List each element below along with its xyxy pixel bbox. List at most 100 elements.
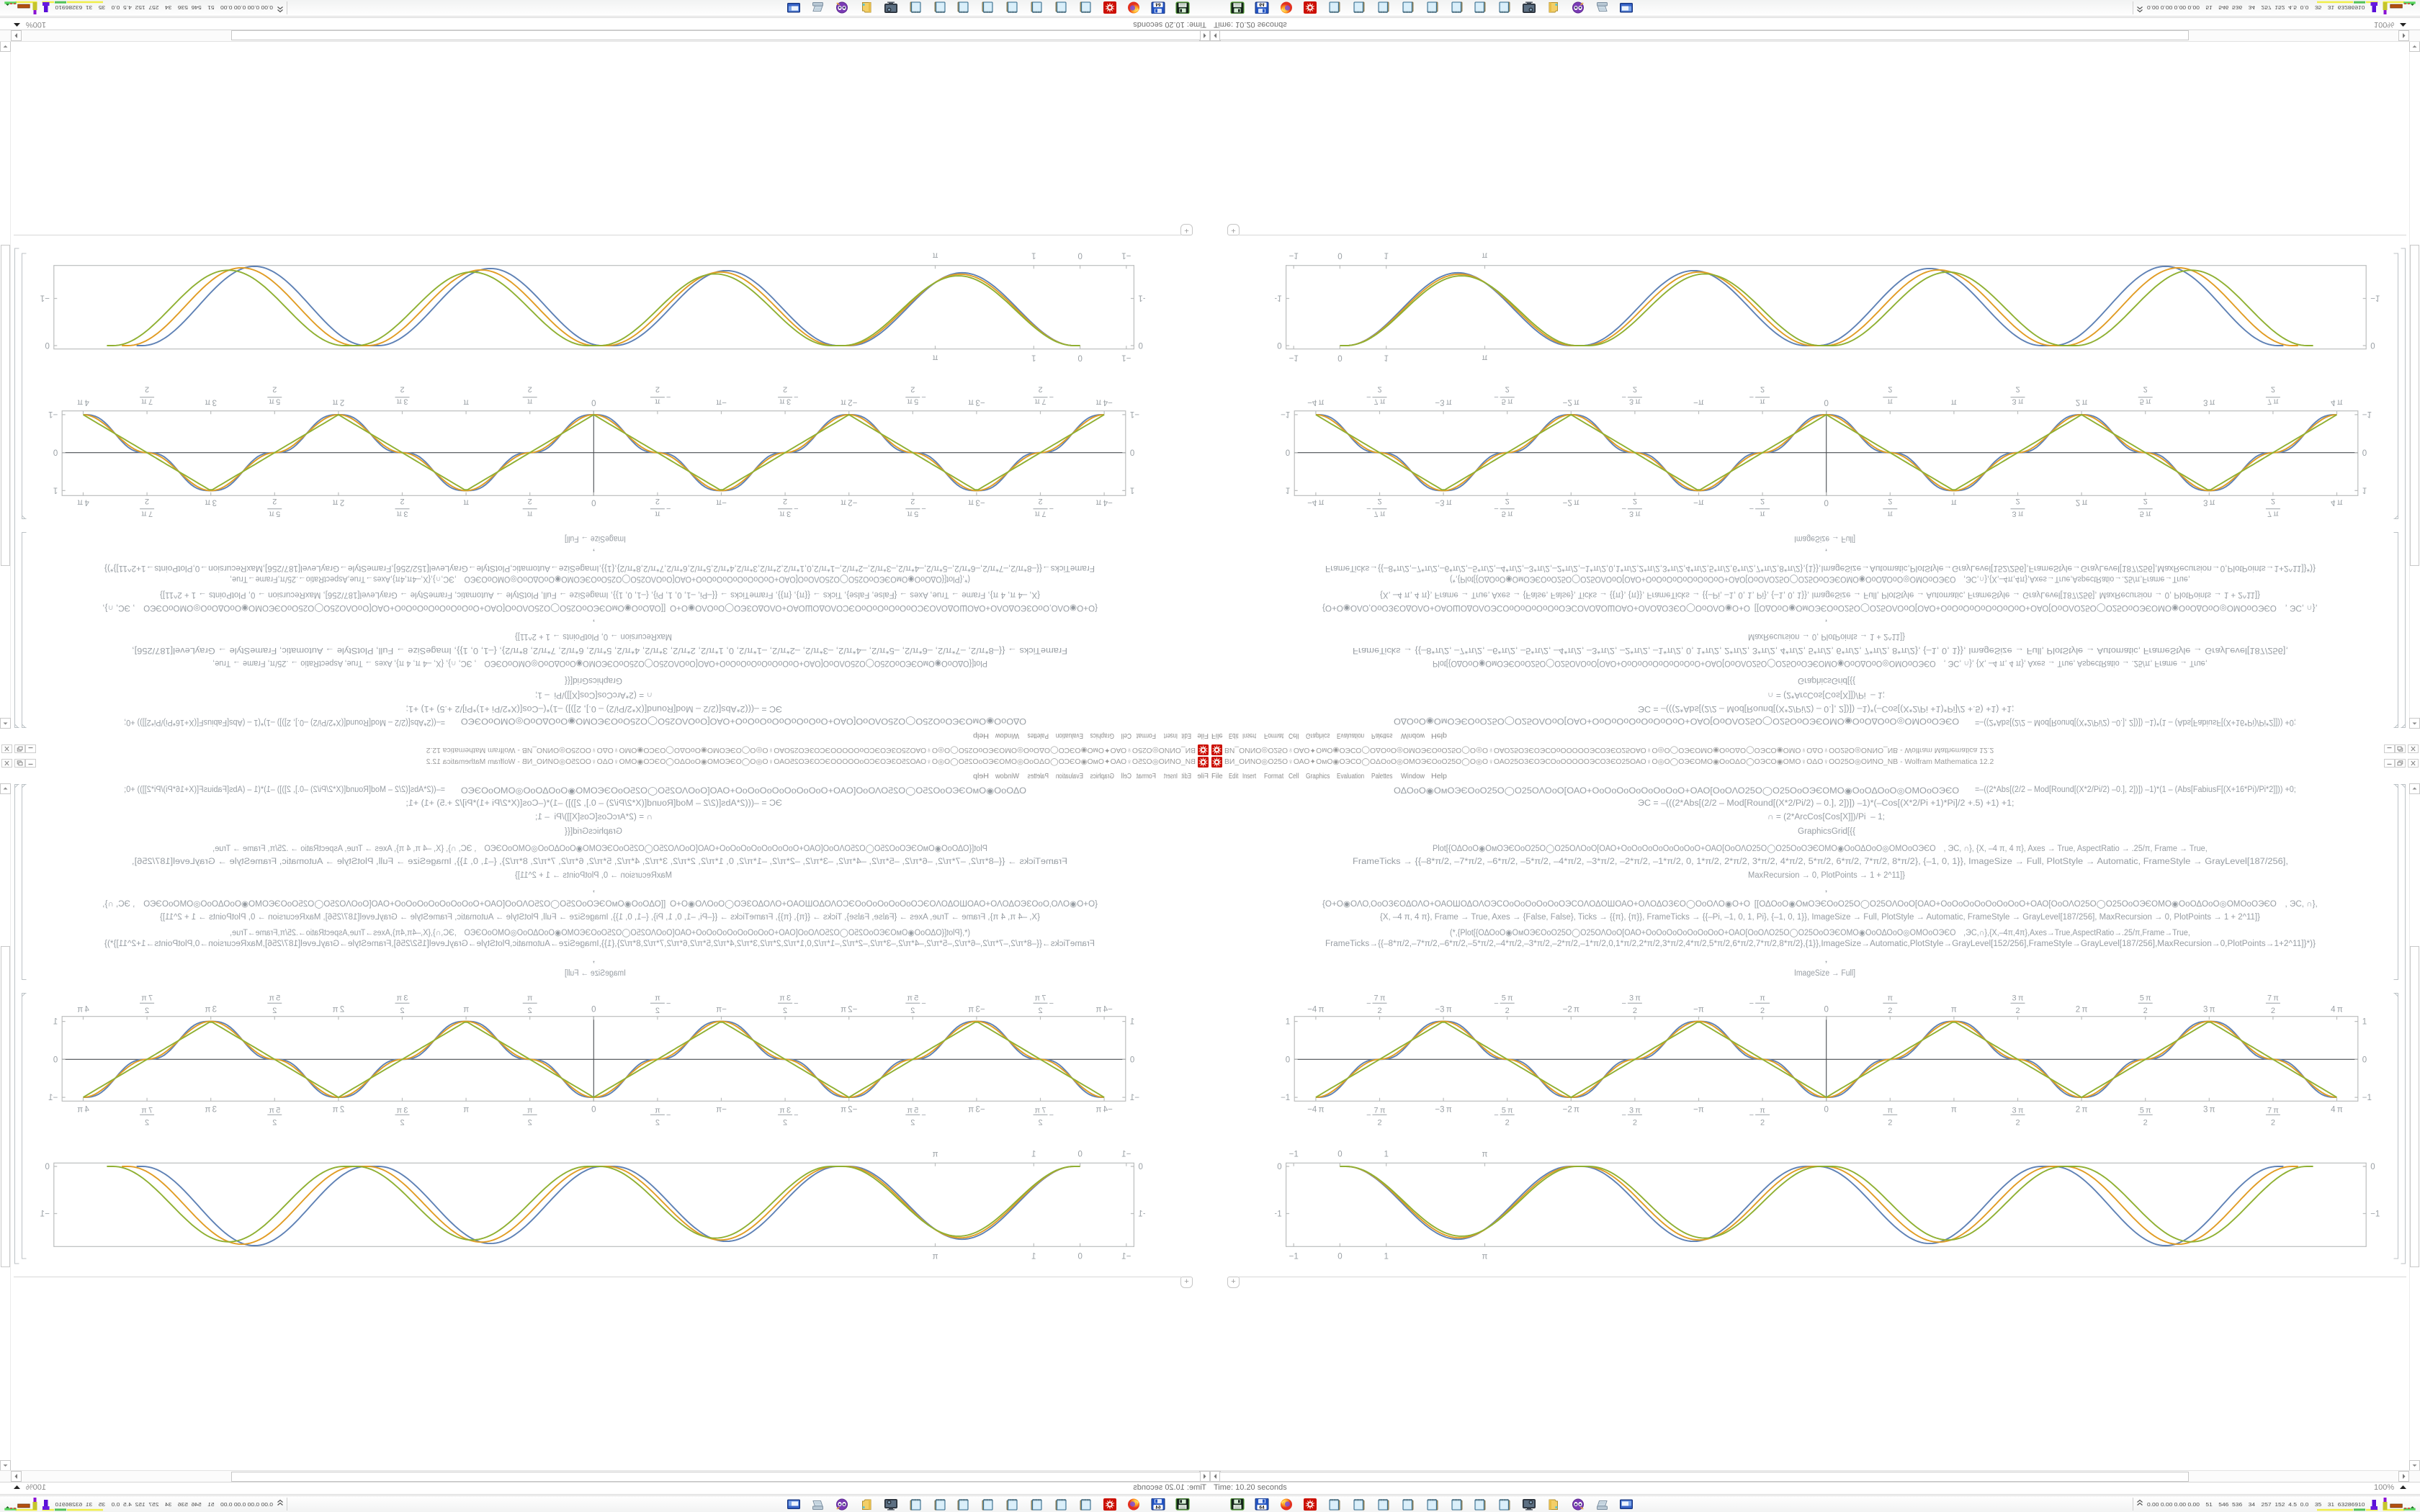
svg-text:2: 2 [910, 384, 915, 393]
svg-text:0: 0 [1138, 341, 1142, 349]
svg-text:2: 2 [2015, 384, 2020, 393]
svg-text:2: 2 [1038, 1007, 1042, 1015]
svg-text:−4 π: −4 π [1307, 1106, 1324, 1115]
svg-text:π: π [1888, 397, 1894, 406]
svg-text:1: 1 [2362, 1018, 2367, 1027]
svg-text:0: 0 [45, 341, 49, 349]
svg-text:π: π [1951, 498, 1957, 507]
svg-text:π: π [1482, 1151, 1488, 1159]
svg-text:−: − [666, 1111, 671, 1120]
svg-text:π: π [932, 1151, 938, 1159]
svg-text:3 π: 3 π [1629, 994, 1641, 1003]
svg-text:π: π [1888, 510, 1894, 518]
svg-text:−: − [1494, 999, 1498, 1008]
svg-text:−3 π: −3 π [968, 1006, 985, 1014]
svg-text:2: 2 [528, 497, 532, 505]
svg-text:0: 0 [591, 397, 596, 406]
svg-text:0: 0 [1077, 251, 1082, 259]
svg-text:2: 2 [2271, 497, 2275, 505]
svg-text:5 π: 5 π [1502, 510, 1513, 518]
svg-text:π: π [1951, 1106, 1957, 1115]
svg-text:−: − [1621, 504, 1626, 513]
svg-text:0: 0 [1337, 251, 1342, 259]
svg-text:3 π: 3 π [396, 397, 408, 406]
svg-text:2: 2 [1038, 384, 1042, 393]
svg-text:π: π [526, 510, 532, 518]
svg-text:2: 2 [145, 384, 149, 393]
svg-text:−: − [794, 1111, 798, 1120]
svg-text:π: π [1482, 1253, 1488, 1261]
svg-text:3 π: 3 π [396, 1106, 408, 1115]
svg-text:−4 π: −4 π [1095, 1006, 1112, 1014]
svg-text:−1: −1 [40, 294, 50, 302]
svg-text:−: − [1049, 999, 1054, 1008]
svg-text:3 π: 3 π [1629, 1106, 1641, 1115]
svg-text:−: − [794, 392, 798, 401]
svg-text:2: 2 [1505, 1007, 1510, 1015]
svg-text:5 π: 5 π [907, 1106, 918, 1115]
svg-text:2 π: 2 π [2076, 397, 2088, 406]
svg-text:0: 0 [1277, 1163, 1281, 1171]
svg-text:2: 2 [783, 497, 787, 505]
svg-text:π: π [526, 1106, 532, 1115]
svg-text:7 π: 7 π [141, 510, 153, 518]
svg-text:2: 2 [1633, 497, 1637, 505]
svg-text:−π: −π [716, 1006, 727, 1014]
svg-text:−1: −1 [1281, 410, 1290, 418]
svg-text:2: 2 [783, 1007, 787, 1015]
svg-text:−4 π: −4 π [1307, 1006, 1324, 1014]
svg-text:0: 0 [1824, 397, 1828, 406]
svg-text:−4 π: −4 π [1307, 498, 1324, 507]
svg-text:2: 2 [145, 497, 149, 505]
svg-text:−π: −π [716, 1106, 727, 1115]
svg-text:2: 2 [1760, 384, 1765, 393]
svg-text:2: 2 [400, 1007, 404, 1015]
svg-text:0: 0 [1337, 1151, 1342, 1159]
svg-text:−1: −1 [1121, 1253, 1131, 1261]
svg-text:3 π: 3 π [205, 498, 217, 507]
svg-text:2: 2 [2271, 384, 2275, 393]
svg-text:−1: −1 [2362, 410, 2372, 418]
svg-text:−4 π: −4 π [1095, 498, 1112, 507]
svg-text:−π: −π [1693, 1106, 1704, 1115]
svg-text:π: π [655, 397, 660, 406]
svg-text:−1: −1 [1289, 354, 1299, 362]
svg-text:2: 2 [655, 497, 660, 505]
svg-text:2: 2 [2143, 1007, 2148, 1015]
svg-text:5 π: 5 π [2140, 994, 2151, 1003]
svg-text:2 π: 2 π [333, 498, 345, 507]
svg-text:−: − [666, 392, 671, 401]
svg-text:−1: −1 [40, 1210, 50, 1219]
svg-text:0: 0 [591, 498, 596, 507]
svg-text:1: 1 [1031, 1253, 1036, 1261]
svg-text:3 π: 3 π [779, 397, 791, 406]
svg-text:2: 2 [400, 1119, 404, 1128]
svg-text:1: 1 [1031, 354, 1036, 362]
svg-text:−: − [1749, 1111, 1754, 1120]
svg-text:0: 0 [1130, 448, 1134, 456]
svg-text:−1: −1 [1281, 1094, 1290, 1102]
svg-text:2: 2 [1888, 1007, 1892, 1015]
svg-text:−: − [794, 999, 798, 1008]
svg-text:2: 2 [1505, 1119, 1510, 1128]
svg-text:−: − [1621, 999, 1626, 1008]
svg-text:2: 2 [1760, 1119, 1765, 1128]
svg-text:7 π: 7 π [1374, 397, 1386, 406]
svg-text:π: π [1482, 251, 1488, 259]
svg-text:−π: −π [716, 397, 727, 406]
svg-text:5 π: 5 π [1502, 994, 1513, 1003]
svg-text:2: 2 [783, 1119, 787, 1128]
svg-text:1: 1 [1384, 354, 1388, 362]
svg-text:−: − [1494, 392, 1498, 401]
svg-text:4 π: 4 π [2331, 397, 2343, 406]
svg-text:3 π: 3 π [205, 1106, 217, 1115]
svg-text:4 π: 4 π [77, 1106, 89, 1115]
svg-text:−: − [1049, 1111, 1054, 1120]
svg-text:4 π: 4 π [2331, 1006, 2343, 1014]
svg-text:−1: −1 [48, 410, 58, 418]
svg-text:2 π: 2 π [333, 1006, 345, 1014]
svg-text:−4 π: −4 π [1095, 1106, 1112, 1115]
svg-text:−1: −1 [1289, 251, 1299, 259]
svg-text:5 π: 5 π [2140, 510, 2151, 518]
svg-text:1: 1 [1286, 1018, 1290, 1027]
